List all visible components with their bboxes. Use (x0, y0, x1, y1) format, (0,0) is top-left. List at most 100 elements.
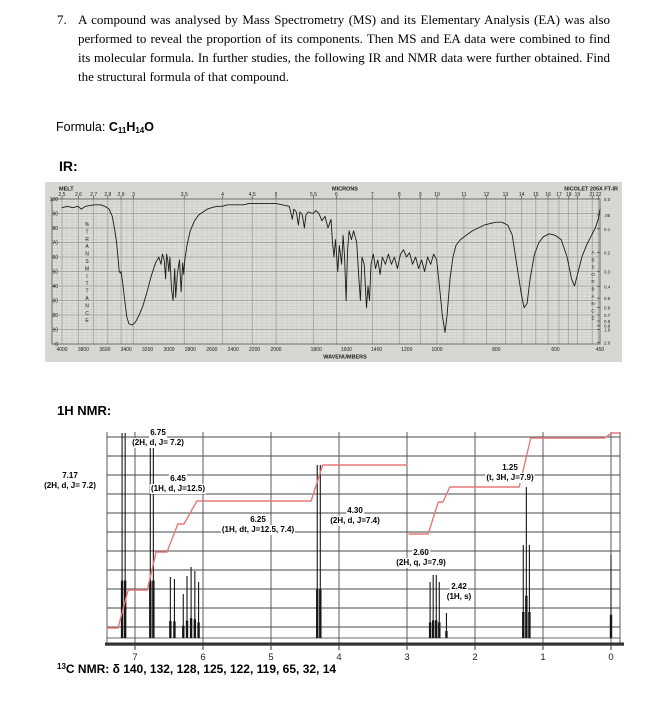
ir-wavenumbers-axis-label: WAVENUMBERS (323, 355, 367, 361)
formula-h: H (126, 120, 136, 134)
ir-wavenumber-tick-label: 2400 (228, 347, 239, 353)
ir-transmittance-tick-label: 30 (52, 299, 58, 305)
ir-ylabel-left-char: I (86, 274, 87, 280)
ir-absorbance-tick-label: 0.6 (604, 306, 611, 311)
ir-absorbance-tick-label: 0.8 (604, 319, 611, 324)
ir-ylabel-left-char: T (85, 281, 88, 287)
ir-wavenumber-tick-label: 450 (596, 347, 605, 353)
ir-ylabel-right-char: A (591, 294, 594, 299)
ir-ylabel-left-char: M (85, 266, 89, 272)
ir-micron-tick-label: 14 (519, 192, 525, 198)
ir-micron-tick-label: 2.5 (59, 192, 66, 198)
ir-wavenumber-tick-label: 600 (551, 347, 560, 353)
nmr-annotation-detail: (2H, d, J= 7.2) (131, 438, 185, 448)
nmr-peak-annotation: 2.60 (2H, q, J=7.9) (395, 548, 447, 568)
ir-wavenumber-tick-label: 2800 (185, 347, 196, 353)
ir-wavenumber-tick-label: 1000 (431, 347, 442, 353)
ir-micron-tick-label: 5.5 (310, 192, 317, 198)
nmr-ppm-tick-label: 2 (472, 652, 477, 663)
nmr-peak-annotation: 7.17 (2H, d, J= 7.2) (43, 471, 97, 491)
ir-transmittance-tick-label: 20 (52, 313, 58, 319)
ir-ylabel-left-char: T (85, 289, 88, 295)
ir-micron-tick-label: 17 (556, 192, 562, 198)
nmr-peak-annotation: 4.30 (2H, d, J=7.4) (329, 506, 381, 526)
ir-melt-label: MELT (59, 187, 74, 193)
nmr-annotation-detail: (1H, s) (445, 592, 473, 602)
ir-wavenumber-tick-label: 1400 (371, 347, 382, 353)
ir-wavenumber-tick-label: 2600 (206, 347, 217, 353)
formula-label: Formula: (56, 120, 106, 134)
ir-transmittance-tick-label: 90 (52, 212, 58, 218)
formula-o: O (144, 120, 154, 134)
ir-ylabel-right-char: E (591, 316, 594, 321)
ir-wavenumber-tick-label: 2200 (249, 347, 260, 353)
nmr-peak-annotation: 6.25 (1H, dt, J=12.5, 7.4) (220, 515, 296, 535)
ir-micron-tick-label: 7 (371, 192, 374, 198)
ir-wavenumber-tick-label: 4000 (56, 347, 67, 353)
formula-c-subscript: 11 (117, 126, 127, 135)
molecular-formula: Formula: C11H14O (56, 120, 154, 135)
ir-ylabel-left-char: N (85, 303, 89, 309)
ir-micron-tick-label: 21 (589, 192, 595, 198)
nmr-annotation-shift: 6.75 (149, 428, 167, 438)
ir-absorbance-tick-label: 0.2 (604, 251, 611, 256)
ir-absorbance-tick-label: 0.1 (604, 227, 611, 232)
nmr-annotation-shift: 2.42 (450, 582, 468, 592)
nmr-annotation-detail: (1H, dt, J=12.5, 7.4) (220, 525, 296, 535)
ir-absorbance-tick-label: 1.0 (604, 328, 611, 333)
ir-ylabel-left-char: C (85, 311, 89, 317)
ir-ylabel-right-char: R (591, 279, 595, 284)
ir-micron-tick-label: 4.5 (249, 192, 256, 198)
nmr-annotation-detail: (2H, q, J=7.9) (395, 558, 447, 568)
problem-number: 7. (57, 12, 67, 27)
nmr-ppm-tick-label: 7 (132, 652, 137, 663)
ir-microns-axis-label: MICRONS (332, 187, 358, 193)
ir-section-heading: IR: (59, 158, 78, 174)
nmr-ppm-tick-label: 0 (608, 652, 613, 663)
ir-transmittance-tick-label: 0 (55, 342, 58, 348)
nmr-annotation-shift: 7.17 (61, 471, 79, 481)
nmr-peak-annotation: 1.25 (t, 3H, J=7.9) (485, 463, 535, 483)
ir-micron-tick-label: 5 (275, 192, 278, 198)
ir-transmittance-tick-label: 10 (52, 328, 58, 334)
nmr-ppm-tick-label: 1 (540, 652, 545, 663)
ir-wavenumber-tick-label: 3600 (99, 347, 110, 353)
nmr-annotation-shift: 6.25 (249, 515, 267, 525)
nmr-annotation-detail: (2H, d, J=7.4) (329, 516, 381, 526)
hnmr-section-heading: 1H NMR: (57, 403, 112, 418)
ir-transmittance-tick-label: 50 (52, 270, 58, 276)
ir-micron-tick-label: 12 (484, 192, 490, 198)
ir-micron-tick-label: 15 (533, 192, 539, 198)
nmr-annotation-detail: (t, 3H, J=7.9) (485, 473, 535, 483)
ir-ylabel-left-char: N (85, 252, 89, 258)
c13-delta: δ (112, 662, 120, 676)
ir-absorbance-tick-label: 2.0 (604, 341, 611, 346)
ir-micron-tick-label: 8 (398, 192, 401, 198)
ir-absorbance-tick-label: 0.5 (604, 296, 611, 301)
ir-transmittance-tick-label: 40 (52, 284, 58, 290)
nmr-annotation-detail: (1H, d, J=12.5) (149, 484, 207, 494)
ir-micron-tick-label: 6 (335, 192, 338, 198)
ir-ylabel-left-char: E (85, 318, 89, 324)
ir-absorbance-tick-label: 0.0 (604, 197, 611, 202)
ir-micron-tick-label: 22 (596, 192, 602, 198)
ir-wavenumber-tick-label: 3000 (163, 347, 174, 353)
ir-ylabel-left-char: A (85, 296, 89, 302)
ir-micron-tick-label: 13 (503, 192, 509, 198)
nmr-integral-trace (408, 432, 620, 535)
ir-wavenumber-tick-label: 800 (492, 347, 501, 353)
nmr-annotation-shift: 6.45 (169, 474, 187, 484)
ir-micron-tick-label: 3.5 (181, 192, 188, 198)
ir-micron-tick-label: 16 (545, 192, 551, 198)
problem-text: A compound was analysed by Mass Spectrom… (78, 12, 610, 84)
ir-absorbance-tick-label: 0.7 (604, 313, 611, 318)
ir-micron-tick-label: 2.6 (75, 192, 82, 198)
ir-ylabel-right-char: A (591, 250, 594, 255)
problem-statement: 7. A compound was analysed by Mass Spect… (57, 10, 610, 86)
ir-wavenumber-tick-label: 3400 (121, 347, 132, 353)
ir-ylabel-left-char: R (85, 237, 89, 243)
ir-micron-tick-label: 2.8 (104, 192, 111, 198)
nmr-ppm-tick-label: 5 (268, 652, 273, 663)
hnmr-spectrum-chart: 7 6 5 4 3 2 1 0 7.17 (2H, d, J= 7.2) 6.75 (2H, d, J… (43, 424, 632, 672)
